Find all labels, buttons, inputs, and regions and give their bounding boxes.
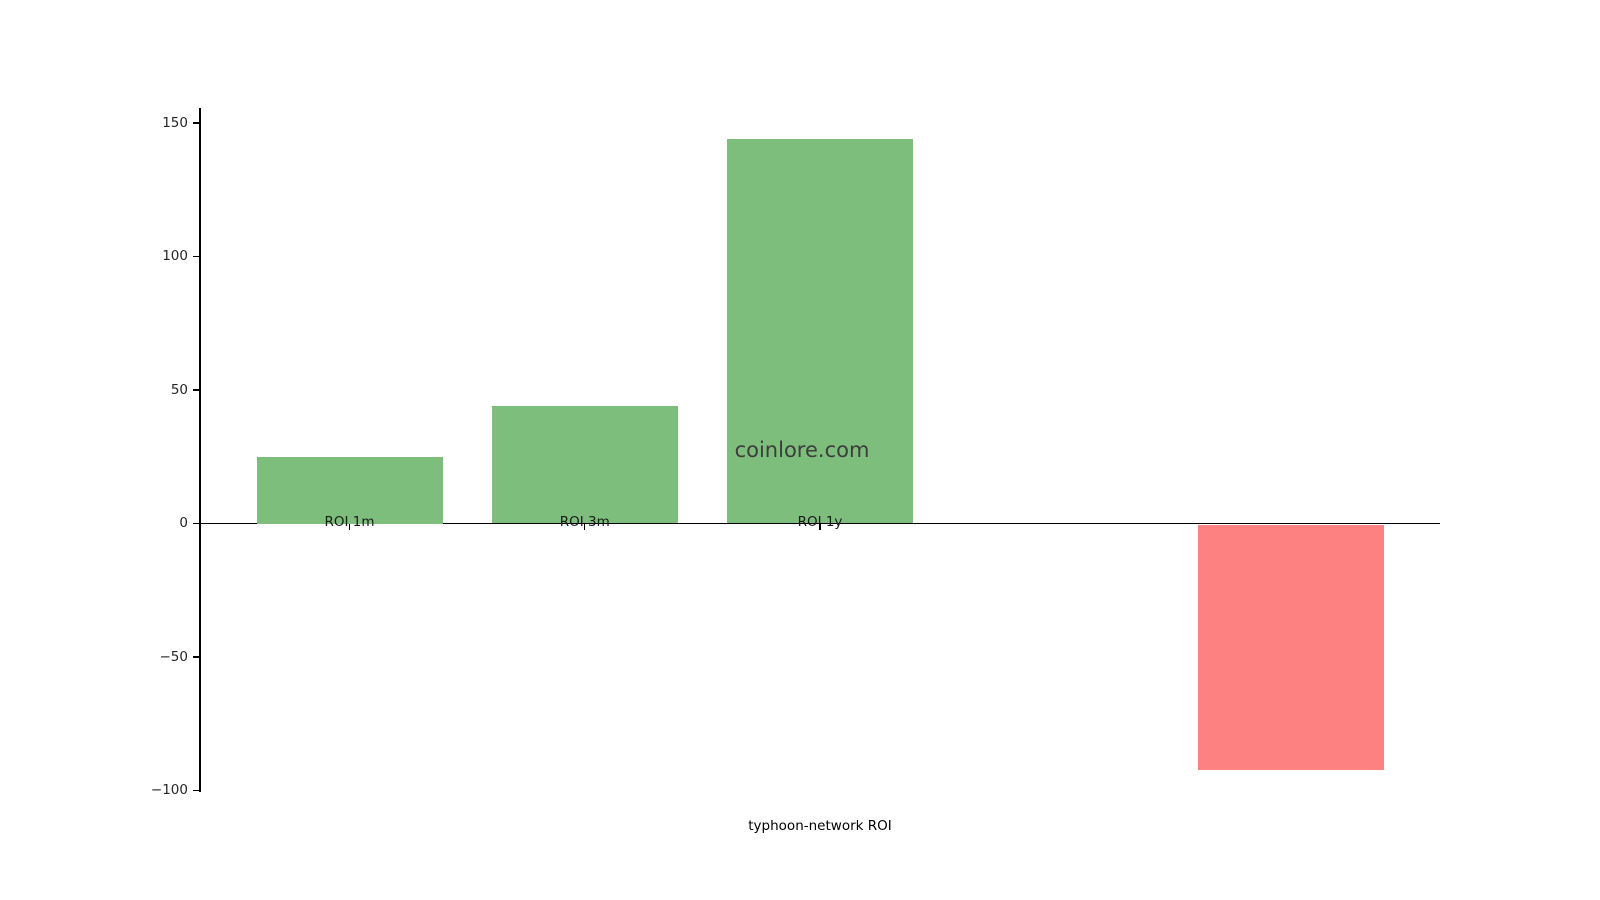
x-axis-title: typhoon-network ROI xyxy=(748,818,892,834)
bar-roi-3m xyxy=(491,406,678,524)
y-tick-label: 0 xyxy=(179,515,188,531)
y-tick-mark xyxy=(193,656,200,658)
x-tick-mark xyxy=(819,523,821,530)
y-tick-label: 100 xyxy=(162,248,188,264)
watermark-text: coinlore.com xyxy=(734,438,870,462)
y-tick-mark xyxy=(193,122,200,124)
y-tick-mark xyxy=(193,389,200,391)
y-tick-mark xyxy=(193,255,200,258)
x-tick-mark xyxy=(584,523,586,530)
x-tick-label: ROI 1y xyxy=(797,514,843,530)
y-tick-label: 50 xyxy=(170,381,188,398)
y-tick-label: −100 xyxy=(150,782,188,798)
x-tick-label: ROI 1m xyxy=(324,514,375,530)
bar-roi-1y xyxy=(727,139,913,524)
x-tick-label: ROI 3m xyxy=(559,514,610,530)
bar-unlabeled xyxy=(1197,524,1384,771)
y-tick-mark xyxy=(193,789,200,792)
x-tick-mark xyxy=(348,523,351,530)
y-tick-label: −50 xyxy=(159,648,189,665)
y-tick-mark xyxy=(193,522,200,525)
y-axis-line xyxy=(199,108,201,792)
y-tick-label: 150 xyxy=(162,114,188,131)
bar-roi-1m xyxy=(256,456,443,524)
